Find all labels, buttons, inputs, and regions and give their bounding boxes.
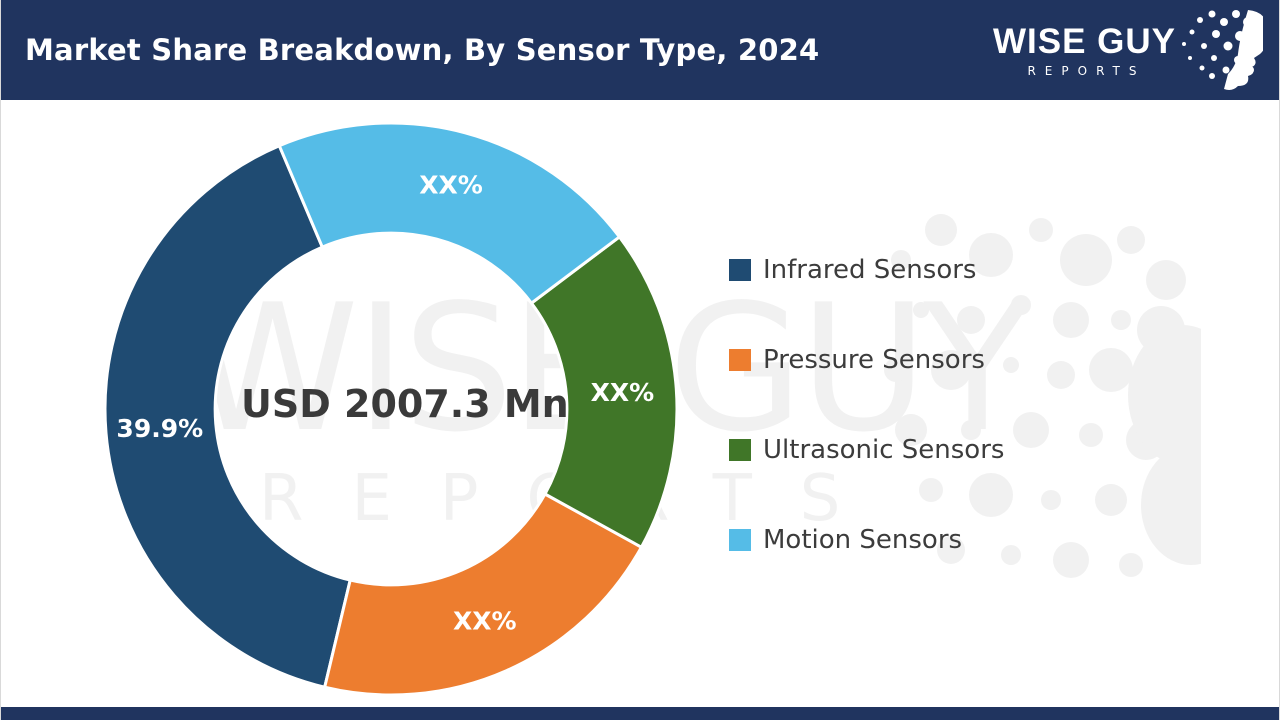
brand-name: WISE GUY	[992, 21, 1176, 61]
slice-ultrasonic-sensors	[529, 234, 679, 550]
header-bar: Market Share Breakdown, By Sensor Type, …	[1, 0, 1279, 100]
legend-item-motion-sensors: Motion Sensors	[729, 522, 1004, 558]
brand-subtitle: REPORTS	[1027, 63, 1146, 78]
slice-motion-sensors	[277, 121, 622, 306]
chart-center-value: USD 2007.3 Mn	[241, 382, 569, 426]
brand-face-dots-icon	[1182, 10, 1263, 90]
watermark-face-dots-icon	[884, 214, 1201, 578]
legend-label-pressure-sensors: Pressure Sensors	[763, 345, 985, 375]
legend-swatch-infrared-sensors	[729, 259, 751, 281]
legend-swatch-pressure-sensors	[729, 349, 751, 371]
slice-label-ultrasonic-sensors: XX%	[591, 378, 655, 407]
brand-wordmark: WISE GUY REPORTS	[993, 24, 1176, 77]
legend-swatch-ultrasonic-sensors	[729, 439, 751, 461]
legend-item-pressure-sensors: Pressure Sensors	[729, 342, 1004, 378]
legend-item-infrared-sensors: Infrared Sensors	[729, 252, 1004, 288]
legend-label-infrared-sensors: Infrared Sensors	[763, 255, 977, 285]
chart-legend: Infrared Sensors Pressure Sensors Ultrason…	[729, 252, 1004, 612]
brand-logo: WISE GUY REPORTS	[993, 6, 1263, 94]
legend-item-ultrasonic-sensors: Ultrasonic Sensors	[729, 432, 1004, 468]
slice-infrared-sensors	[103, 143, 353, 690]
slice-label-pressure-sensors: XX%	[453, 607, 517, 636]
footer-bar	[1, 707, 1279, 720]
slice-label-motion-sensors: XX%	[419, 170, 483, 199]
legend-label-ultrasonic-sensors: Ultrasonic Sensors	[763, 435, 1005, 465]
legend-label-motion-sensors: Motion Sensors	[763, 525, 963, 555]
slice-pressure-sensors	[322, 491, 644, 697]
legend-swatch-motion-sensors	[729, 529, 751, 551]
page-title: Market Share Breakdown, By Sensor Type, …	[25, 33, 820, 67]
slice-label-infrared-sensors: 39.9%	[116, 414, 203, 443]
